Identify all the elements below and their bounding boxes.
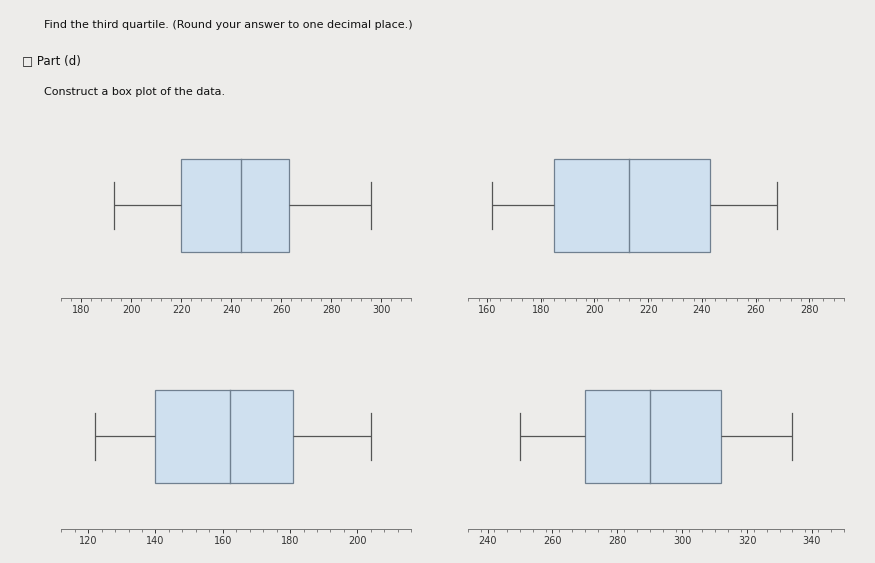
Text: Find the third quartile. (Round your answer to one decimal place.): Find the third quartile. (Round your ans… — [44, 20, 412, 30]
FancyBboxPatch shape — [554, 159, 710, 252]
Text: Construct a box plot of the data.: Construct a box plot of the data. — [44, 87, 225, 97]
Text: □ Part (d): □ Part (d) — [22, 54, 80, 67]
FancyBboxPatch shape — [584, 390, 721, 482]
FancyBboxPatch shape — [181, 159, 289, 252]
FancyBboxPatch shape — [156, 390, 293, 482]
